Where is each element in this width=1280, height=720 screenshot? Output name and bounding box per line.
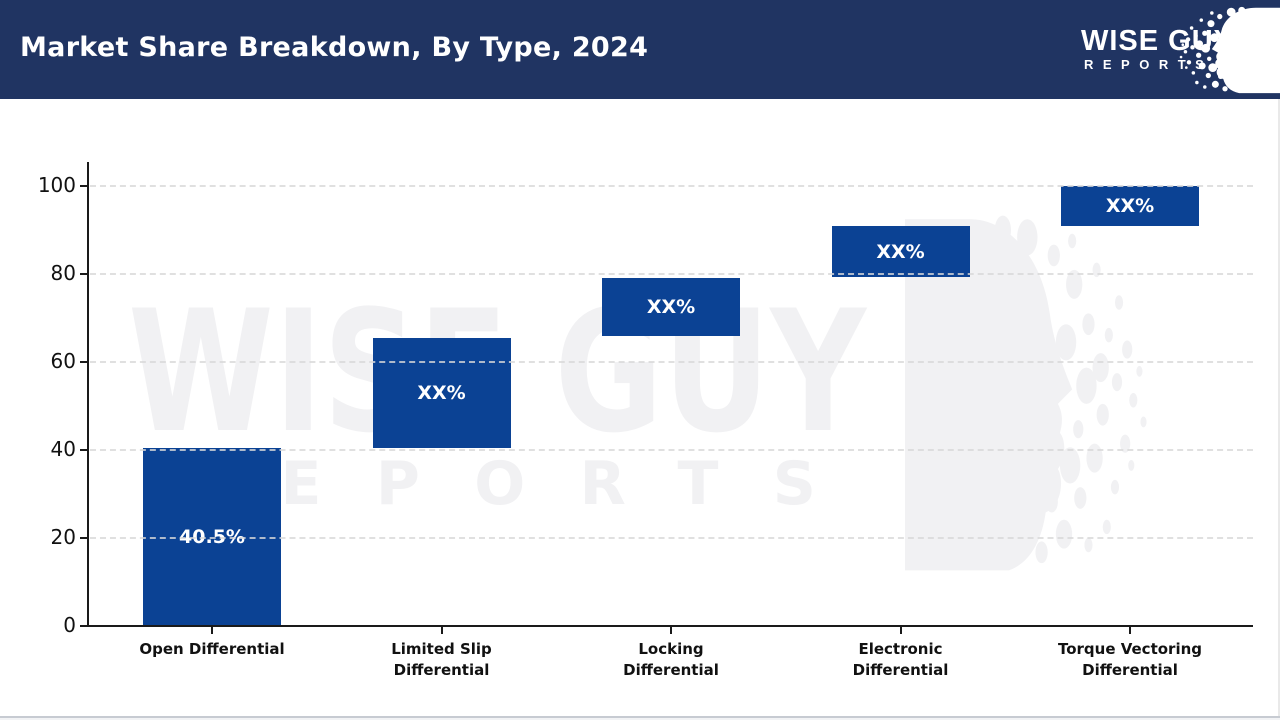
bar-segment: XX% [831, 226, 970, 278]
category-label-line: Differential [1082, 661, 1178, 679]
y-axis-tick-label: 60 [50, 349, 76, 373]
category-label: Torque Vectoring Differential [1015, 639, 1245, 681]
category-label-line: Differential [393, 661, 490, 679]
category-label: Locking Differential [556, 639, 786, 681]
y-axis-tick-mark [80, 449, 88, 451]
bar-value-label: XX% [646, 296, 696, 319]
watermark-line2: REPORTS [180, 449, 816, 512]
y-axis-tick-label: 40 [50, 437, 76, 461]
bar-value-label: XX% [417, 381, 466, 404]
y-axis-line [87, 162, 89, 627]
gridline [90, 449, 1253, 451]
y-axis-tick-mark [80, 273, 88, 275]
gridline [90, 273, 1253, 275]
bar-value-label: XX% [876, 240, 925, 263]
category-label-line: Electronic [858, 640, 943, 658]
bar-value-label: XX% [1105, 195, 1155, 218]
x-axis-tick-mark [1129, 627, 1131, 634]
x-axis-tick-mark [670, 627, 672, 634]
bar-value-label: 40.5% [179, 525, 245, 548]
x-axis-tick-mark [440, 627, 443, 634]
chart-canvas: WISE GUY REPORTS 40.5%XX%XX%XX%XX%020406… [0, 99, 1280, 716]
y-axis-tick-label: 20 [50, 525, 76, 549]
category-label-line: Limited Slip [391, 640, 492, 658]
footer-divider [0, 716, 1280, 718]
bar-segment: XX% [602, 277, 740, 337]
bar-segment: XX% [1061, 186, 1199, 227]
y-axis-tick-mark [80, 361, 88, 363]
category-label-line: Torque Vectoring [1057, 640, 1203, 658]
x-axis-line [86, 625, 1253, 627]
category-label-line: Differential [852, 661, 949, 679]
category-label: Limited Slip Differential [327, 639, 557, 681]
gridline [90, 537, 1253, 539]
bar-segment: XX% [372, 337, 511, 448]
y-axis-tick-label: 0 [63, 613, 76, 637]
brand-subtitle: REPORTS [1083, 57, 1214, 72]
watermark-face-icon [905, 215, 1147, 571]
y-axis-tick-label: 100 [37, 173, 76, 197]
footer-strip [0, 718, 1280, 720]
x-axis-tick-mark [211, 627, 213, 634]
bar-segment: 40.5% [143, 447, 281, 626]
category-label-line: Open Differential [139, 640, 285, 658]
y-axis-tick-label: 80 [50, 261, 76, 285]
y-axis-tick-mark [80, 537, 88, 539]
category-label: Open Differential [97, 639, 327, 660]
header-banner: Market Share Breakdown, By Type, 2024 WI… [0, 0, 1280, 99]
brand-logo: WISE GUY REPORTS [1040, 0, 1280, 99]
chart-title: Market Share Breakdown, By Type, 2024 [20, 32, 649, 63]
y-axis-tick-mark [80, 625, 88, 627]
category-label-line: Differential [623, 661, 719, 679]
y-axis-tick-mark [80, 185, 88, 187]
gridline [90, 185, 1253, 187]
face-logo-icon [1179, 6, 1280, 94]
gridline [90, 361, 1253, 363]
category-label: Electronic Differential [786, 639, 1016, 681]
x-axis-tick-mark [899, 627, 902, 634]
category-label-line: Locking [638, 640, 704, 658]
